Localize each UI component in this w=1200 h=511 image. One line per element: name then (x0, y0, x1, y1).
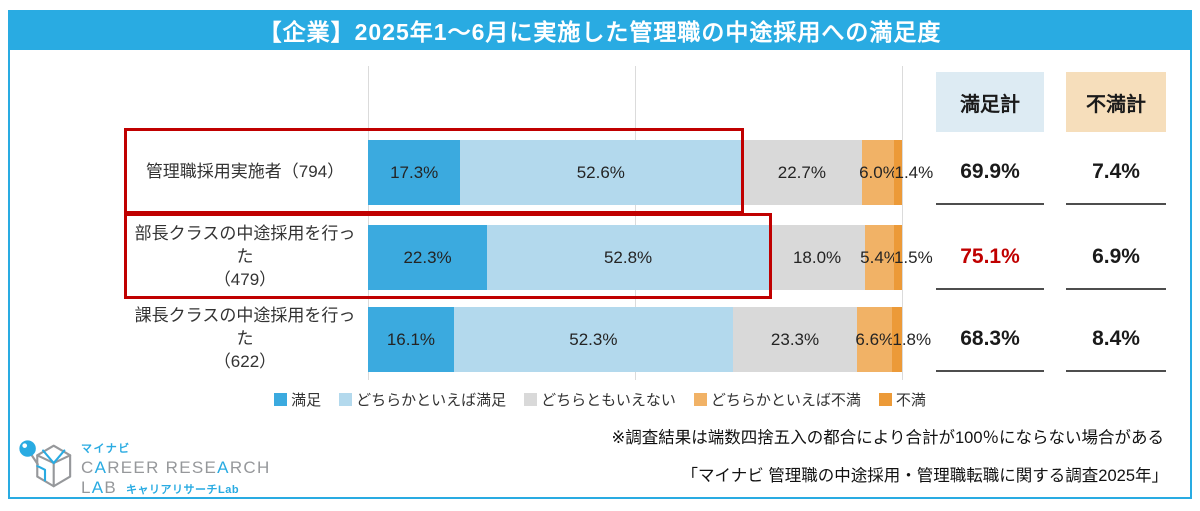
gridline-0pct (368, 66, 369, 380)
satisfied-total-header: 満足計 (936, 72, 1044, 132)
bar-segment-value: 52.6% (576, 162, 625, 182)
row-label-line: （622） (213, 351, 277, 371)
stacked-bar: 16.1% 52.3% 23.3% 6.6% 1.8% (368, 307, 931, 372)
legend-swatch (878, 393, 892, 406)
legend-label: どちらかといえば満足 (356, 392, 507, 409)
legend-label: 満足 (291, 392, 322, 409)
bar-segment: 6.0% (859, 140, 898, 205)
career-research-lab-logo: マイナビ CAREER RESEARCH LAB キャリアリサーチLab (16, 436, 271, 499)
stacked-bar: 22.3% 52.8% 18.0% 5.4% 1.5% (368, 225, 933, 290)
bar-segment: 16.1% (368, 307, 454, 372)
legend-swatch (339, 393, 353, 406)
bar-segment: 18.0% (769, 225, 866, 290)
legend-item: どちらかといえば不満 (693, 389, 861, 410)
row-label: 課長クラスの中途採用を行った （622） (128, 306, 362, 372)
page-title: 【企業】2025年1～6月に実施した管理職の中途採用への満足度 (8, 10, 1192, 50)
satisfied-total-value: 75.1% (936, 225, 1044, 290)
bar-segment-value: 52.8% (603, 247, 653, 267)
bar-segment-value: 5.4% (860, 247, 899, 267)
legend: 満足 どちらかといえば満足 どちらともいえない どちらかといえば不満 不満 (0, 389, 1200, 410)
bar-segment-value: 23.3% (770, 329, 820, 349)
bar-segment: 22.7% (741, 140, 863, 205)
bar-segment: 1.8% (892, 307, 931, 372)
dissatisfied-total-value: 6.9% (1066, 225, 1166, 290)
dissatisfied-total-value: 7.4% (1066, 140, 1166, 205)
bar-segment-value: 22.7% (777, 162, 826, 182)
dissatisfied-total-value: 8.4% (1066, 307, 1166, 372)
logo-subtitle: キャリアリサーチLab (126, 484, 240, 497)
bar-segment-value: 18.0% (792, 247, 842, 267)
stacked-bar: 17.3% 52.6% 22.7% 6.0% 1.4% (368, 140, 933, 205)
source-citation: 「マイナビ 管理職の中途採用・管理職転職に関する調査2025年」 (681, 467, 1168, 485)
legend-item: 不満 (878, 389, 926, 410)
logo-brand: マイナビ (81, 443, 131, 455)
legend-item: 満足 (274, 389, 321, 410)
gridline-50pct (635, 66, 636, 380)
logo-line2: LAB (81, 478, 118, 498)
bar-segment-value: 1.5% (893, 247, 933, 267)
legend-item: どちらかといえば満足 (339, 389, 506, 410)
bar-segment: 52.8% (487, 225, 770, 290)
legend-label: 不満 (895, 392, 926, 409)
legend-swatch (274, 393, 288, 406)
row-label-line: （479） (213, 269, 277, 289)
bar-segment: 1.4% (894, 140, 933, 205)
bar-segment-value: 17.3% (390, 162, 439, 182)
row-label-line: 課長クラスの中途採用を行った (134, 306, 356, 349)
legend-swatch (693, 393, 707, 406)
bar-segment-value: 1.8% (892, 329, 932, 349)
bar-segment-value: 6.6% (855, 329, 895, 349)
bar-segment: 6.6% (855, 307, 895, 372)
legend-label: どちらかといえば不満 (710, 392, 861, 409)
row-label-line: 部長クラスの中途採用を行った (134, 224, 356, 267)
legend-swatch (524, 393, 538, 406)
legend-item: どちらともいえない (524, 389, 676, 410)
logo-line1: CAREER RESEARCH (81, 458, 271, 477)
rounding-note: ※調査結果は端数四捨五入の都合により合計が100％にならない場合がある (611, 429, 1164, 447)
bar-segment: 52.3% (453, 307, 733, 372)
logo-text: マイナビ CAREER RESEARCH LAB キャリアリサーチLab (81, 436, 271, 499)
row-label-line: 管理職採用実施者（794） (145, 162, 345, 182)
dissatisfied-total-header: 不満計 (1066, 72, 1166, 132)
satisfied-total-value: 69.9% (936, 140, 1044, 205)
bar-segment-value: 52.3% (569, 329, 618, 349)
bar-segment-value: 1.4% (894, 162, 934, 182)
bar-segment: 5.4% (860, 225, 899, 290)
row-label: 部長クラスの中途採用を行った （479） (128, 224, 362, 290)
bar-segment-value: 22.3% (403, 247, 452, 267)
satisfied-total-value: 68.3% (936, 307, 1044, 372)
row-label: 管理職採用実施者（794） (128, 140, 362, 205)
bar-segment: 23.3% (732, 307, 858, 372)
gridline-100pct (902, 66, 903, 380)
bar-segment-value: 6.0% (859, 162, 898, 182)
bar-segment: 52.6% (460, 140, 742, 205)
bar-segment: 22.3% (368, 225, 488, 290)
legend-label: どちらともいえない (541, 392, 676, 409)
bar-segment-value: 16.1% (386, 329, 436, 349)
bar-segment: 17.3% (368, 140, 461, 205)
bar-segment: 1.5% (893, 225, 933, 290)
career-research-lab-logo-icon (19, 440, 72, 488)
